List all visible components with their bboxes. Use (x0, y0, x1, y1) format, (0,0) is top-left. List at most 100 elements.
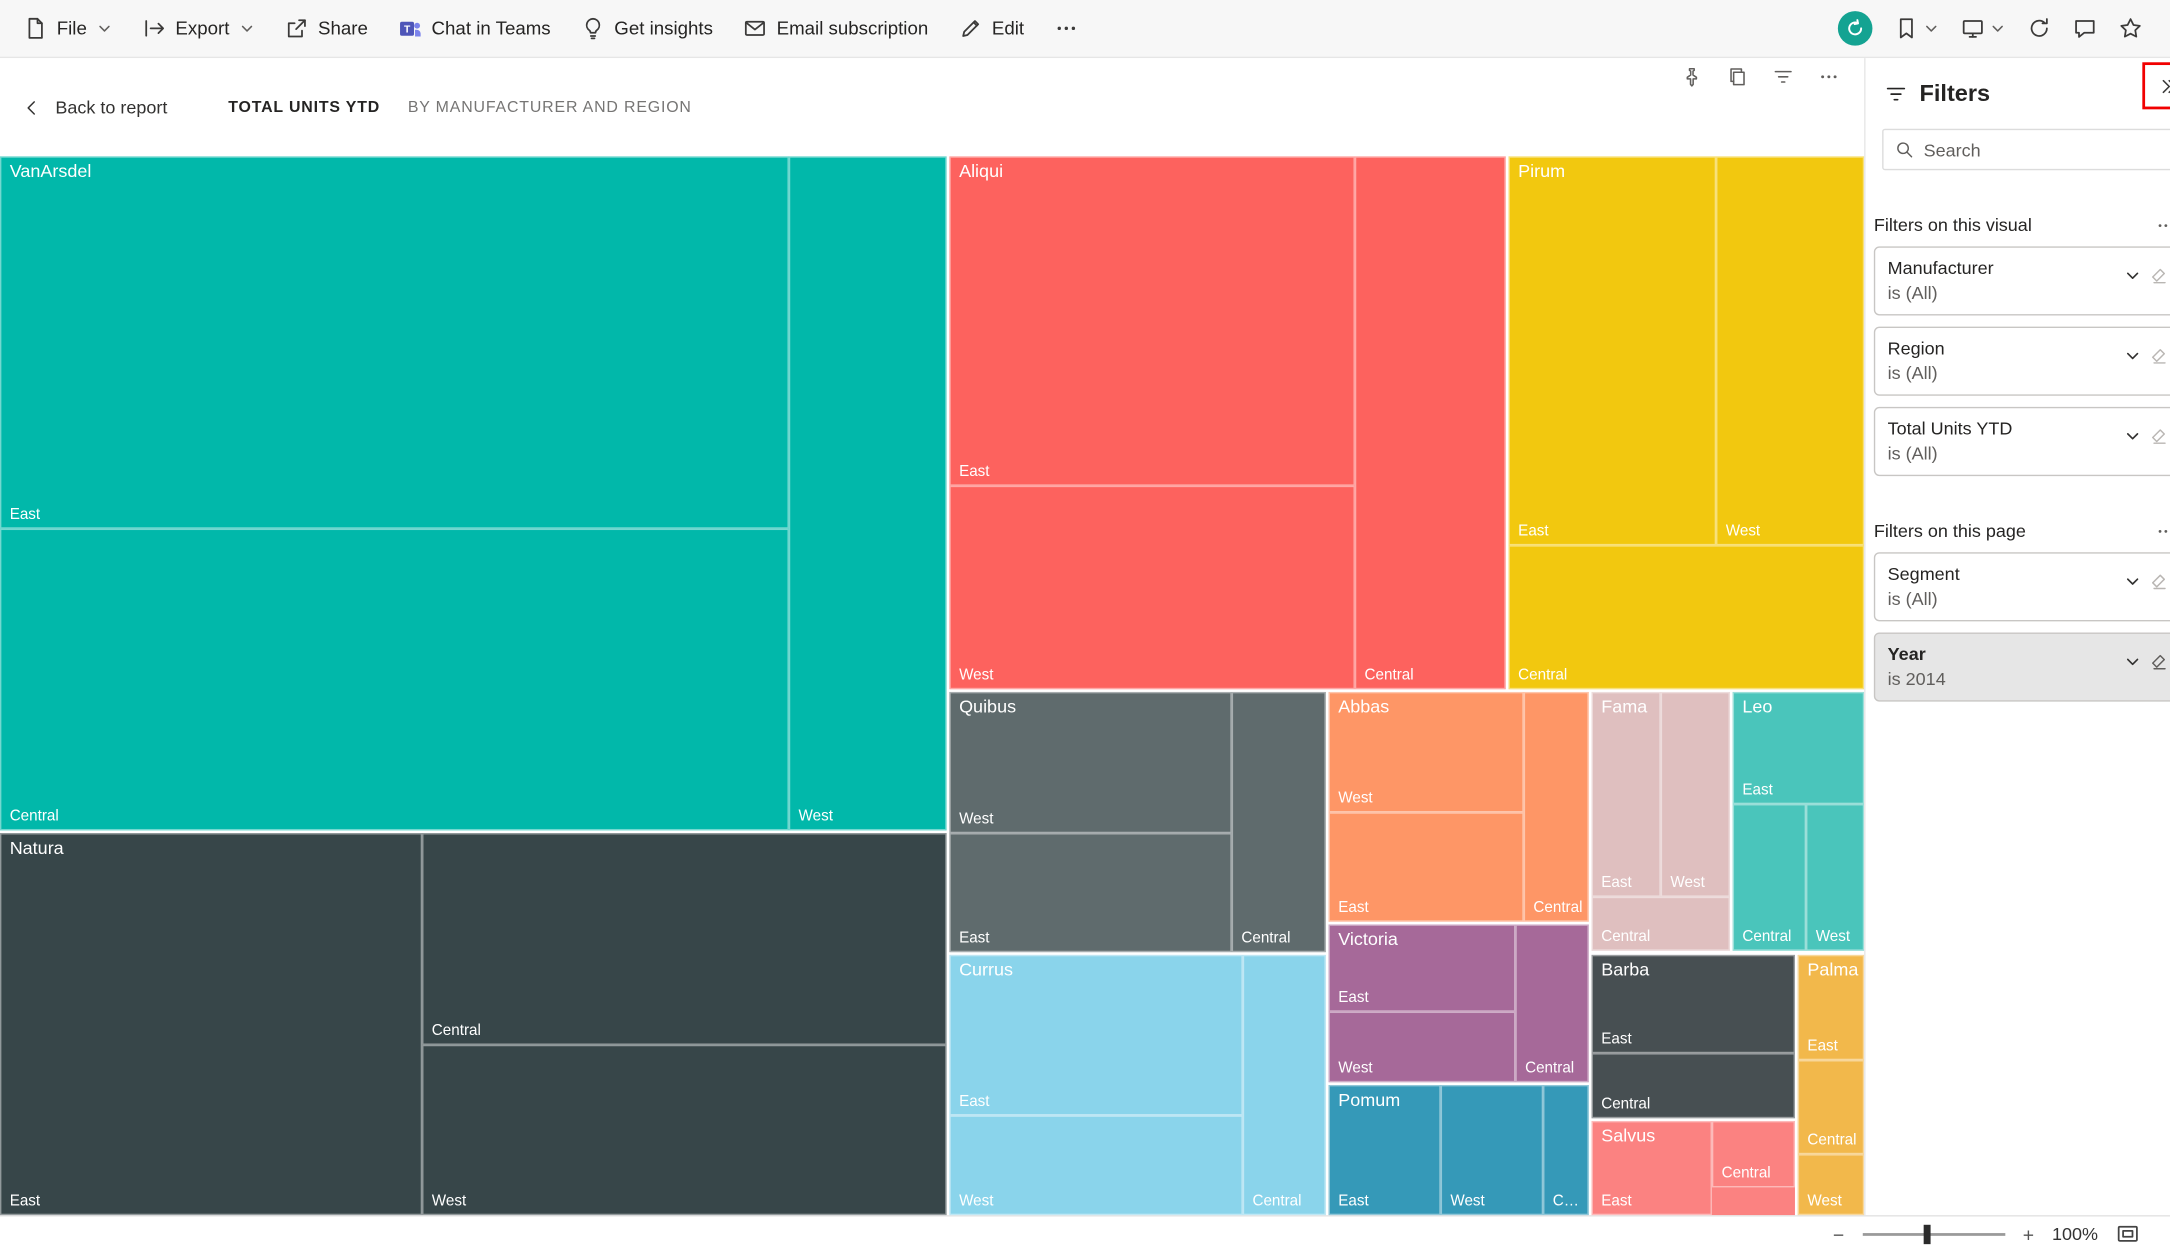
search-input[interactable] (1923, 139, 2168, 160)
treemap-tile-pirum[interactable]: Pirum East West Central (1508, 156, 1865, 690)
treemap-tile-pomum[interactable]: PomumEastWestCentral (1328, 1085, 1589, 1216)
filter-card-region[interactable]: Region is (All) (1873, 326, 2170, 396)
treemap-tile-palma[interactable]: Palma East Central West (1797, 954, 1865, 1216)
toolbar-more-options-button[interactable] (1039, 0, 1093, 57)
chevron-down-icon[interactable] (2124, 428, 2141, 445)
treemap-region-currus-west[interactable]: West (949, 1115, 1243, 1216)
treemap-region-leo-east[interactable]: East (1732, 691, 1865, 805)
treemap-tile-leo[interactable]: Leo East Central West (1732, 691, 1865, 951)
treemap-tile-victoria[interactable]: Victoria East West Central (1328, 924, 1589, 1083)
favorite-star-icon[interactable] (2119, 17, 2143, 41)
treemap-region-aliqui-east[interactable]: East (949, 156, 1355, 486)
zoom-in-button[interactable]: + (2022, 1222, 2035, 1245)
treemap-region-abbas-east[interactable]: East (1328, 812, 1524, 922)
toolbar-file-button[interactable]: File (8, 0, 127, 57)
treemap-tile-abbas[interactable]: Abbas West East Central (1328, 691, 1589, 922)
treemap-region-quibus-east[interactable]: East (949, 833, 1232, 953)
treemap-tile-barba[interactable]: Barba East Central (1591, 954, 1795, 1119)
refresh-icon[interactable] (2027, 17, 2051, 41)
treemap-tile-salvus[interactable]: Salvus East Central (1591, 1120, 1795, 1216)
reset-to-default-button[interactable] (1837, 11, 1873, 46)
treemap-tile-vanarsdel[interactable]: VanArsdel East Central West (0, 156, 947, 831)
eraser-icon[interactable] (2149, 572, 2168, 591)
treemap-tile-currus[interactable]: Currus East West Central (949, 954, 1326, 1216)
treemap-region-fama-central[interactable]: Central (1591, 896, 1730, 951)
treemap-region-pirum-east[interactable]: East (1508, 156, 1717, 546)
treemap-tile-fama[interactable]: Fama East West Central (1591, 691, 1730, 951)
treemap-region-natura-east[interactable]: East (0, 833, 423, 1216)
treemap-region-natura-west[interactable]: West (422, 1044, 947, 1216)
copy-icon[interactable] (1727, 66, 1748, 87)
treemap-region-natura-central[interactable]: Central (422, 833, 947, 1045)
toolbar-chat-in-teams-button[interactable]: T Chat in Teams (383, 0, 566, 57)
treemap-region-currus-east[interactable]: East (949, 954, 1243, 1116)
treemap-region-currus-central[interactable]: Central (1242, 954, 1326, 1216)
more-options-icon[interactable] (2156, 521, 2170, 540)
more-options-icon[interactable] (2156, 215, 2170, 234)
zoom-slider[interactable] (1862, 1224, 2005, 1244)
treemap-region-pirum-west[interactable]: West (1716, 156, 1865, 546)
treemap-region-barba-east[interactable]: East (1591, 954, 1795, 1054)
more-options-icon[interactable] (1818, 66, 1839, 87)
treemap-region-pirum-central[interactable]: Central (1508, 545, 1865, 690)
pin-icon[interactable] (1681, 66, 1702, 87)
collapse-pane-button[interactable] (2158, 75, 2170, 96)
treemap-region-palma-central[interactable]: Central (1797, 1060, 1865, 1155)
view-mode-button[interactable] (1961, 17, 2005, 41)
chevron-down-icon[interactable] (2124, 573, 2141, 590)
filter-card-year[interactable]: Year is 2014 (1873, 632, 2170, 702)
back-to-report-button[interactable]: Back to report (22, 97, 167, 118)
treemap-region-pomum-west[interactable]: West (1440, 1085, 1544, 1216)
fit-to-page-icon[interactable] (2116, 1222, 2140, 1246)
toolbar-share-button[interactable]: Share (270, 0, 384, 57)
toolbar-get-insights-button[interactable]: Get insights (566, 0, 728, 57)
treemap-region-victoria-east[interactable]: East (1328, 924, 1516, 1012)
treemap-region-quibus-west[interactable]: West (949, 691, 1232, 834)
treemap-tile-aliqui[interactable]: Aliqui East West Central (949, 156, 1506, 690)
treemap-region-quibus-central[interactable]: Central (1231, 691, 1326, 953)
toolbar-edit-button[interactable]: Edit (943, 0, 1039, 57)
filters-search-box[interactable] (1882, 128, 2170, 171)
treemap-region-vanarsdel-central[interactable]: Central (0, 528, 789, 831)
region-label: East (1518, 523, 1549, 540)
treemap-region-palma-east[interactable]: East (1797, 954, 1865, 1061)
bookmarks-button[interactable] (1895, 17, 1939, 41)
chevron-down-icon[interactable] (2124, 347, 2141, 364)
treemap-region-fama-east[interactable]: East (1591, 691, 1661, 897)
filter-card-total-units-ytd[interactable]: Total Units YTD is (All) (1873, 406, 2170, 477)
treemap-region-abbas-west[interactable]: West (1328, 691, 1524, 813)
treemap-region-fama-west[interactable]: West (1660, 691, 1730, 897)
treemap-tile-natura[interactable]: Natura East Central West (0, 833, 947, 1216)
treemap-tile-quibus[interactable]: Quibus West East Central (949, 691, 1326, 953)
treemap-region-barba-central[interactable]: Central (1591, 1053, 1795, 1119)
filter-icon[interactable] (1773, 66, 1794, 87)
comment-icon[interactable] (2073, 17, 2097, 41)
treemap-region-pomum-central[interactable]: Central (1543, 1085, 1589, 1216)
treemap-region-leo-west[interactable]: West (1806, 804, 1865, 951)
treemap-region-leo-central[interactable]: Central (1732, 804, 1807, 951)
filter-card-segment[interactable]: Segment is (All) (1873, 552, 2170, 622)
chevron-down-icon[interactable] (2124, 267, 2141, 284)
treemap-region-palma-west[interactable]: West (1797, 1154, 1865, 1216)
eraser-icon[interactable] (2149, 346, 2168, 365)
treemap-region-vanarsdel-east[interactable]: East (0, 156, 789, 529)
treemap-region-aliqui-central[interactable]: Central (1354, 156, 1506, 690)
eraser-icon[interactable] (2149, 266, 2168, 285)
chevron-down-icon[interactable] (2124, 653, 2141, 670)
eraser-icon[interactable] (2149, 426, 2168, 445)
filter-value: is (All) (1887, 442, 1938, 464)
treemap-region-vanarsdel-west[interactable]: West (788, 156, 947, 831)
toolbar-email-subscription-button[interactable]: Email subscription (728, 0, 943, 57)
zoom-slider-handle[interactable] (1923, 1224, 1931, 1244)
treemap-region-victoria-west[interactable]: West (1328, 1011, 1516, 1083)
toolbar-export-button[interactable]: Export (127, 0, 270, 57)
zoom-out-button[interactable]: − (1832, 1222, 1845, 1245)
treemap-region-abbas-central[interactable]: Central (1523, 691, 1589, 922)
eraser-icon[interactable] (2149, 652, 2168, 671)
filter-card-manufacturer[interactable]: Manufacturer is (All) (1873, 246, 2170, 316)
treemap-region-aliqui-west[interactable]: West (949, 485, 1355, 690)
treemap-region-salvus-central[interactable]: Central (1711, 1120, 1795, 1188)
treemap-region-victoria-central[interactable]: Central (1515, 924, 1589, 1083)
treemap-region-salvus-east[interactable]: East (1591, 1120, 1712, 1216)
treemap-region-pomum-east[interactable]: East (1328, 1085, 1441, 1216)
